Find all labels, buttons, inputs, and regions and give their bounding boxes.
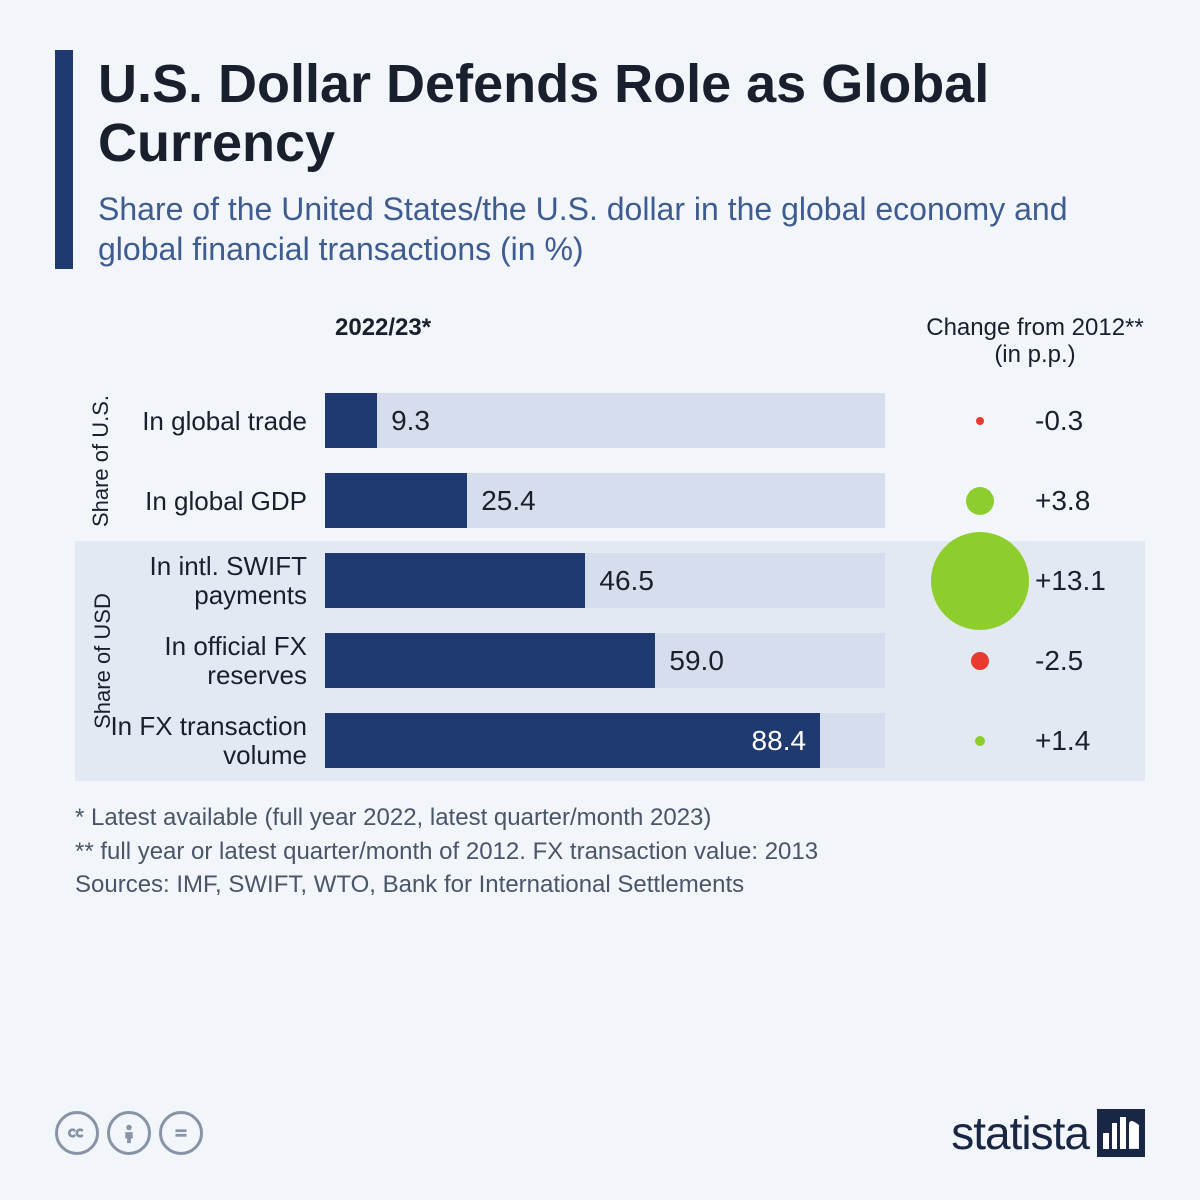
chart-group: Share of U.S.In global trade9.3-0.3In gl… — [75, 381, 1145, 541]
change-cell: -2.5 — [925, 645, 1145, 677]
change-value: +13.1 — [1035, 565, 1135, 597]
chart-group: Share of USDIn intl. SWIFT payments46.5+… — [75, 541, 1145, 781]
change-value: -0.3 — [1035, 405, 1135, 437]
bar-value: 46.5 — [599, 565, 654, 597]
header-text: U.S. Dollar Defends Role as Global Curre… — [98, 50, 1145, 269]
cc-icon — [55, 1111, 99, 1155]
statista-logo: statista — [951, 1106, 1145, 1160]
change-bubble — [931, 532, 1029, 630]
chart-row: In intl. SWIFT payments 46.5 +13.1 — [75, 541, 1145, 621]
bar-track: 46.5 — [325, 553, 885, 608]
chart-groups: Share of U.S.In global trade9.3-0.3In gl… — [75, 381, 1145, 781]
change-bubble — [971, 652, 990, 671]
footnotes: * Latest available (full year 2022, late… — [75, 801, 1145, 902]
change-cell: -0.3 — [925, 405, 1145, 437]
change-value: -2.5 — [1035, 645, 1135, 677]
bar-track: 25.4 — [325, 473, 885, 528]
bar-value: 9.3 — [391, 405, 430, 437]
footnote-1: * Latest available (full year 2022, late… — [75, 801, 1145, 835]
chart-row: In official FX reserves 59.0 -2.5 — [75, 621, 1145, 701]
column-headers: 2022/23* Change from 2012** (in p.p.) — [75, 314, 1145, 369]
row-label: In global GDP — [75, 487, 325, 516]
chart-row: In global GDP 25.4 +3.8 — [75, 461, 1145, 541]
by-icon — [107, 1111, 151, 1155]
year-column-label: 2022/23* — [335, 314, 431, 369]
chart-title: U.S. Dollar Defends Role as Global Curre… — [98, 55, 1145, 174]
logo-text: statista — [951, 1106, 1089, 1160]
bar-value: 88.4 — [752, 725, 807, 757]
change-cell: +13.1 — [925, 532, 1145, 630]
logo-mark-icon — [1097, 1109, 1145, 1157]
bar-fill — [325, 713, 820, 768]
bar-track: 59.0 — [325, 633, 885, 688]
bar-fill — [325, 473, 467, 528]
bar-fill — [325, 553, 585, 608]
chart-row: In global trade 9.3 -0.3 — [75, 381, 1145, 461]
title-accent-bar — [55, 50, 73, 269]
nd-icon — [159, 1111, 203, 1155]
footnote-2: ** full year or latest quarter/month of … — [75, 835, 1145, 869]
bar-fill — [325, 393, 377, 448]
cc-license-icons — [55, 1111, 203, 1155]
chart-row: In FX transaction volume 88.4 +1.4 — [75, 701, 1145, 781]
chart-area: 2022/23* Change from 2012** (in p.p.) Sh… — [75, 314, 1145, 781]
bar-track: 88.4 — [325, 713, 885, 768]
header: U.S. Dollar Defends Role as Global Curre… — [55, 50, 1145, 269]
change-bubble — [975, 736, 986, 747]
row-label: In official FX reserves — [75, 632, 325, 689]
change-value: +1.4 — [1035, 725, 1135, 757]
bar-value: 59.0 — [669, 645, 724, 677]
chart-subtitle: Share of the United States/the U.S. doll… — [98, 189, 1145, 269]
bar-value: 25.4 — [481, 485, 536, 517]
change-bubble — [966, 487, 995, 516]
row-label: In global trade — [75, 407, 325, 436]
change-column-label: Change from 2012** (in p.p.) — [925, 314, 1145, 369]
bar-fill — [325, 633, 655, 688]
change-bubble — [976, 417, 984, 425]
row-label: In FX transaction volume — [75, 712, 325, 769]
change-cell: +3.8 — [925, 485, 1145, 517]
footer: statista — [55, 1106, 1145, 1160]
change-cell: +1.4 — [925, 725, 1145, 757]
sources-line: Sources: IMF, SWIFT, WTO, Bank for Inter… — [75, 868, 1145, 902]
bar-track: 9.3 — [325, 393, 885, 448]
change-value: +3.8 — [1035, 485, 1135, 517]
row-label: In intl. SWIFT payments — [75, 552, 325, 609]
